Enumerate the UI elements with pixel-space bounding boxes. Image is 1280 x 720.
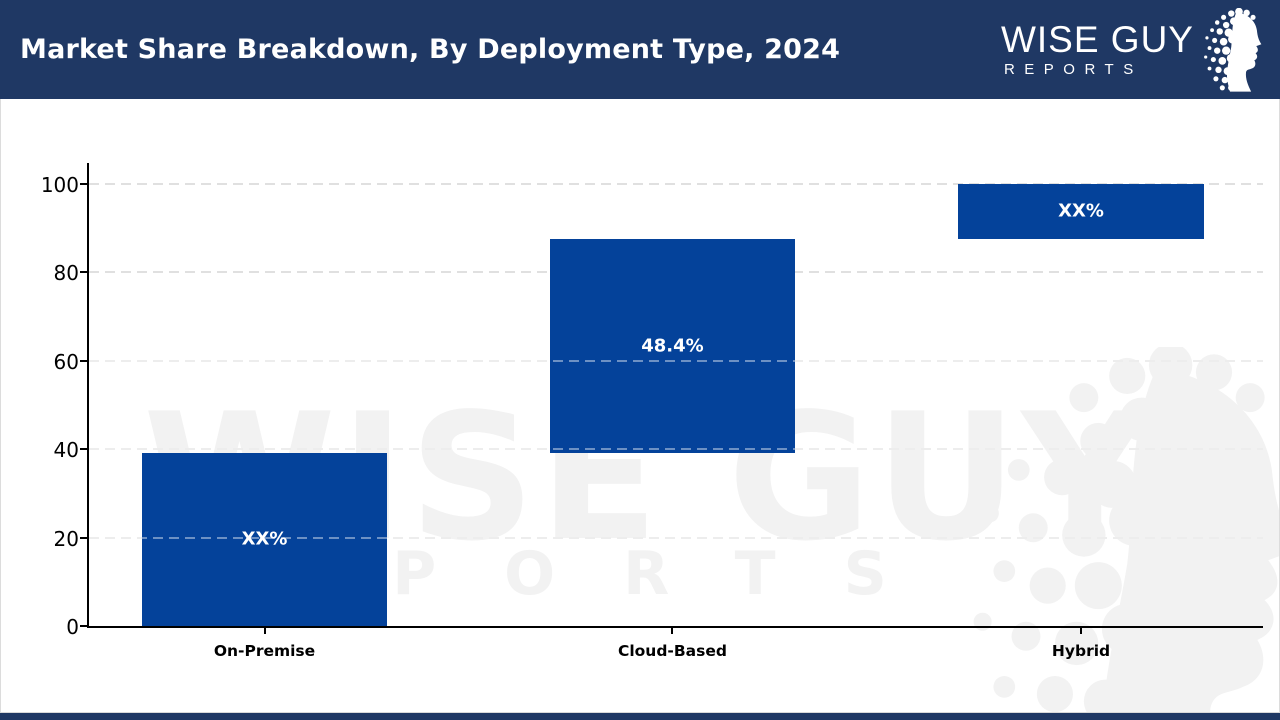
footer-bar bbox=[0, 713, 1280, 720]
logo-wordmark: WISE GUY bbox=[1000, 19, 1194, 60]
gridline-overlay bbox=[89, 448, 1263, 451]
chart-canvas: WISE GUY REPORTS 0 20 40 60 80 100 XX% On-Prem… bbox=[0, 99, 1280, 713]
gridline bbox=[89, 183, 1263, 185]
x-category-label-on-premise: On-Premise bbox=[213, 642, 316, 660]
y-tick-mark bbox=[80, 359, 88, 362]
y-axis-labels: 0 20 40 60 80 100 bbox=[1, 163, 79, 639]
y-tick-mark bbox=[80, 448, 88, 451]
x-axis-line bbox=[87, 626, 1263, 628]
bar-value-label: 48.4% bbox=[641, 335, 704, 357]
gridline bbox=[89, 536, 1263, 539]
wiseguy-logo-text: WISE GUY REPORTS bbox=[1001, 21, 1194, 78]
logo-subtitle: REPORTS bbox=[1003, 61, 1143, 78]
bar-value-label: XX% bbox=[241, 528, 288, 550]
y-tick-label: 20 bbox=[53, 526, 79, 551]
y-tick-mark bbox=[80, 625, 88, 627]
x-tick-mark bbox=[1080, 628, 1083, 634]
header-bar: Market Share Breakdown, By Deployment Ty… bbox=[0, 0, 1280, 99]
bar-hybrid bbox=[958, 184, 1204, 239]
y-tick-label: 40 bbox=[53, 438, 79, 463]
wiseguy-face-icon bbox=[1198, 8, 1262, 92]
x-tick-mark bbox=[263, 628, 266, 634]
y-axis-line bbox=[87, 163, 89, 628]
plot-area: XX% On-Premise 48.4% Cloud-Based XX% Hybrid bbox=[80, 163, 1263, 660]
gridline-overlay bbox=[89, 536, 1263, 539]
bar-value-label: XX% bbox=[1058, 200, 1104, 222]
bar-on-premise bbox=[141, 452, 388, 626]
y-tick-label: 80 bbox=[53, 261, 79, 286]
y-tick-label: 60 bbox=[53, 349, 79, 374]
x-tick-mark bbox=[671, 628, 674, 634]
y-tick-label: 0 bbox=[66, 615, 79, 639]
y-tick-mark bbox=[80, 183, 88, 185]
y-tick-mark bbox=[80, 271, 88, 274]
x-category-label-hybrid: Hybrid bbox=[1051, 642, 1111, 660]
gridline-overlay bbox=[89, 359, 1263, 362]
wiseguy-logo: WISE GUY REPORTS bbox=[1001, 8, 1262, 92]
y-tick-label: 100 bbox=[40, 173, 79, 197]
x-category-label-cloud-based: Cloud-Based bbox=[617, 642, 727, 660]
bar-cloud-based bbox=[549, 238, 796, 453]
page-title: Market Share Breakdown, By Deployment Ty… bbox=[20, 34, 841, 65]
y-tick-mark bbox=[80, 536, 88, 539]
